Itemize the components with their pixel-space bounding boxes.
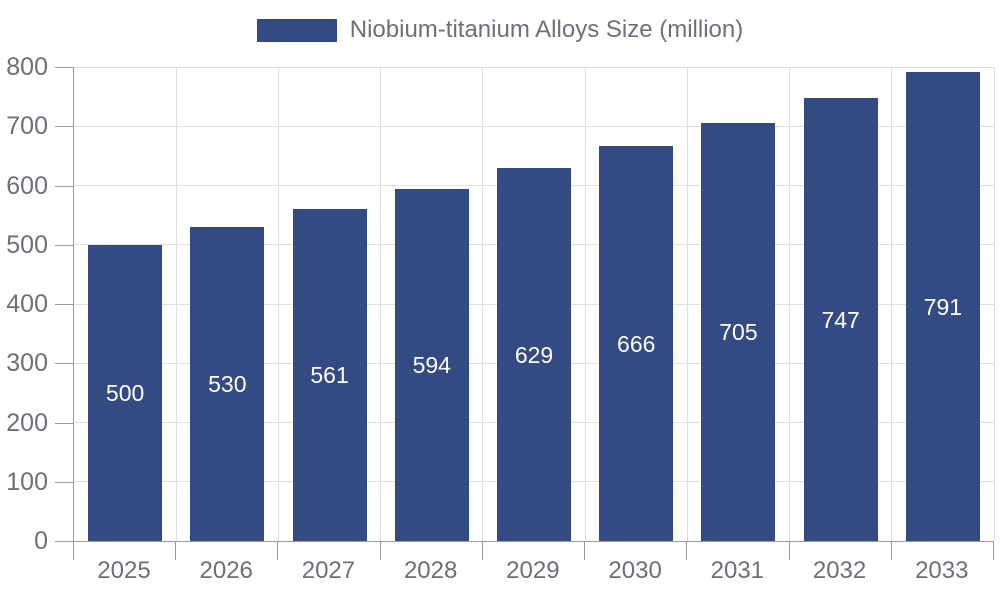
x-axis-label: 2033: [915, 557, 969, 584]
v-gridline: [175, 67, 177, 541]
bar-2029[interactable]: 629: [497, 168, 571, 541]
v-gridline: [789, 67, 791, 541]
y-axis-label: 0: [34, 527, 48, 555]
bar-2026[interactable]: 530: [190, 226, 265, 541]
y-axis-label: 600: [6, 171, 48, 200]
v-gridline: [993, 67, 995, 541]
bar-value-label: 500: [105, 379, 145, 406]
legend-swatch-icon: [256, 18, 337, 42]
bar-2031[interactable]: 705: [701, 123, 776, 541]
bar-value-label: 561: [310, 361, 349, 388]
y-axis-tick: [55, 481, 73, 483]
x-axis-label: 2028: [403, 557, 458, 584]
y-axis-tick: [55, 244, 73, 246]
x-axis-tick: [686, 542, 688, 560]
bar-2030[interactable]: 666: [599, 146, 674, 541]
y-axis-tick: [55, 67, 73, 68]
bar-value-label: 747: [821, 306, 860, 333]
x-axis-tick: [481, 542, 483, 560]
bar-value-label: 666: [617, 330, 656, 357]
plot-area: 500 530 561 594 629 666 705 747 791: [73, 66, 995, 542]
y-axis-tick: [55, 185, 73, 187]
x-axis-tick: [379, 542, 381, 560]
x-axis-label: 2025: [97, 557, 151, 584]
y-axis-label: 500: [6, 230, 48, 259]
y-axis-label: 300: [6, 349, 48, 378]
x-axis-tick: [788, 542, 790, 560]
bar-2025[interactable]: 500: [88, 244, 163, 541]
bar-2027[interactable]: 561: [292, 208, 367, 541]
bar-value-label: 530: [208, 370, 247, 397]
x-axis-label: 2027: [301, 557, 356, 584]
v-gridline: [891, 67, 893, 541]
h-gridline: [74, 66, 994, 68]
bar-value-label: 705: [719, 319, 758, 346]
y-axis-label: 700: [6, 112, 48, 141]
y-axis-tick: [55, 541, 73, 542]
x-axis-tick: [584, 542, 586, 560]
legend-label: Niobium-titanium Alloys Size (million): [349, 16, 744, 43]
v-gridline: [686, 67, 688, 541]
x-axis-tick: [890, 542, 892, 560]
legend[interactable]: Niobium-titanium Alloys Size (million): [0, 14, 1000, 46]
v-gridline: [380, 67, 382, 541]
x-axis-label: 2031: [710, 557, 765, 584]
y-axis-tick: [55, 304, 73, 305]
y-axis-tick: [55, 422, 73, 424]
x-axis-tick: [73, 542, 74, 560]
y-axis-label: 400: [6, 290, 48, 318]
v-gridline: [584, 67, 586, 541]
bar-2032[interactable]: 747: [803, 98, 878, 541]
x-axis-label: 2030: [608, 557, 662, 584]
y-axis-label: 100: [6, 467, 48, 496]
y-axis-label: 800: [6, 53, 48, 81]
y-axis-tick: [55, 363, 73, 365]
x-axis-label: 2029: [506, 557, 560, 584]
bar-2028[interactable]: 594: [394, 189, 469, 541]
v-gridline: [482, 67, 484, 541]
x-axis-label: 2026: [199, 557, 253, 584]
bar-value-label: 594: [412, 352, 451, 379]
x-axis-label: 2032: [812, 557, 867, 584]
x-axis-tick: [993, 542, 994, 560]
y-axis-tick: [55, 126, 73, 128]
bar-value-label: 791: [923, 293, 963, 320]
bar-2033[interactable]: 791: [905, 72, 980, 541]
bar-value-label: 629: [514, 341, 554, 368]
x-axis-tick: [277, 542, 279, 560]
v-gridline: [277, 67, 279, 541]
h-gridline: [74, 125, 994, 127]
y-axis-label: 200: [6, 408, 48, 437]
x-axis-tick: [175, 542, 177, 560]
